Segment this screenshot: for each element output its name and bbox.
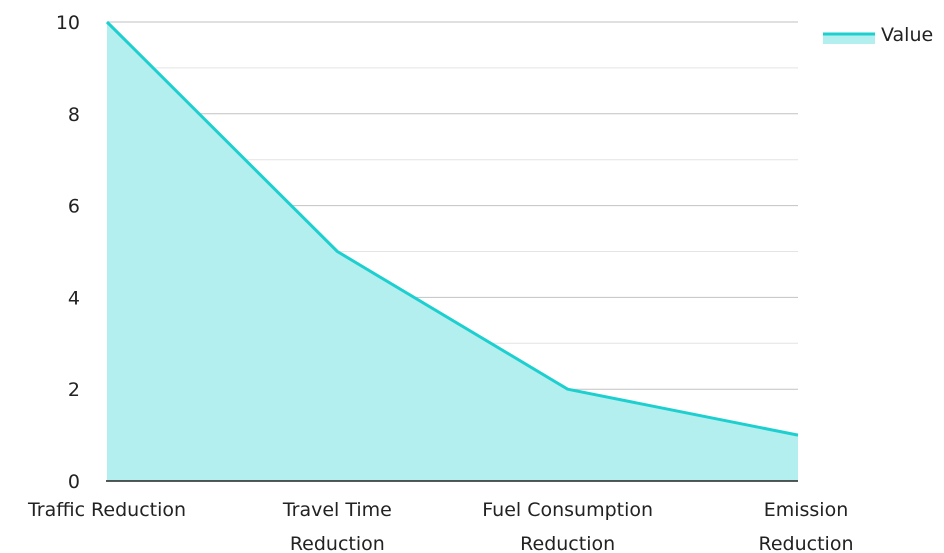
legend: Value [823, 24, 933, 46]
y-tick-label: 4 [68, 287, 80, 309]
y-axis-tick-labels: 0 2 4 6 8 10 [56, 12, 80, 493]
series-area [107, 22, 798, 481]
y-tick-label: 8 [68, 104, 80, 126]
x-tick-label: Traffic Reduction [27, 499, 186, 521]
x-tick-label: Travel Time Reduction [282, 499, 392, 553]
y-tick-label: 2 [68, 379, 80, 401]
y-tick-label: 6 [68, 196, 80, 218]
y-tick-label: 0 [68, 471, 80, 493]
legend-swatch-value [823, 33, 875, 44]
x-tick-label: Emission Reduction [759, 499, 854, 553]
y-tick-label: 10 [56, 12, 80, 34]
series-line [105, 20, 799, 437]
x-axis-tick-labels: Traffic Reduction Travel Time Reduction Fue… [27, 499, 854, 553]
x-tick-label: Fuel Consumption Reduction [482, 499, 653, 553]
legend-label-value: Value [881, 24, 933, 46]
